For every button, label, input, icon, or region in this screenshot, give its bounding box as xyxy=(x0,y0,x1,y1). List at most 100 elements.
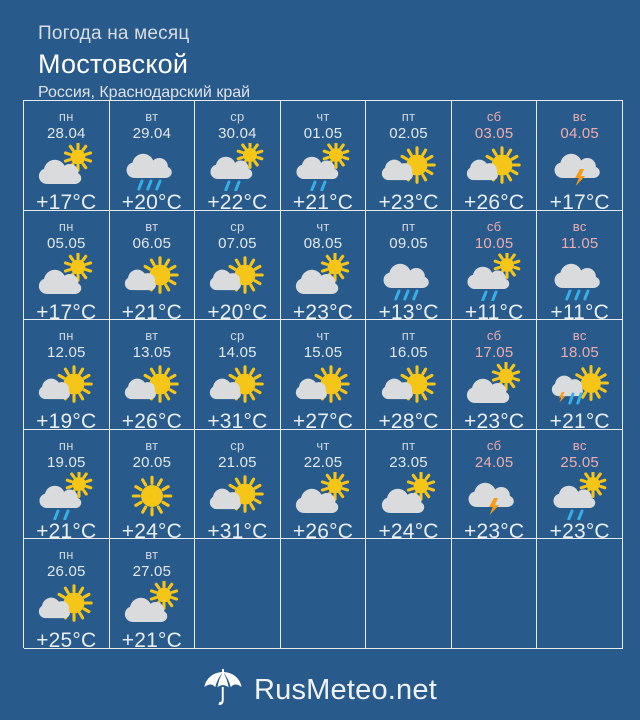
day-temperature: +31°C xyxy=(207,519,268,540)
day-temperature: +23°C xyxy=(292,300,354,321)
day-date-label: 13.05 xyxy=(132,344,172,362)
day-cell[interactable]: вт 27.05 +21°C xyxy=(109,539,196,649)
brand-name: RusMeteo.net xyxy=(254,673,437,706)
day-cell[interactable]: ср 30.04 +22°C xyxy=(195,101,281,211)
day-date-label: 01.05 xyxy=(303,125,343,142)
sun-cloud-icon xyxy=(110,362,195,410)
day-cell[interactable]: вс 11.05 +11°C xyxy=(537,210,623,321)
cloud-sun-icon xyxy=(24,143,109,191)
sun-cloud-icon xyxy=(366,143,451,191)
cloud-sun-rain-icon xyxy=(537,471,622,520)
day-cell[interactable]: пт 16.05 +28°C xyxy=(366,320,452,430)
day-of-week-label: чт xyxy=(316,218,330,234)
day-of-week-label: вт xyxy=(145,328,159,344)
sun-cloud-icon xyxy=(110,253,195,301)
day-temperature: +17°C xyxy=(36,300,97,321)
day-date-label: 12.05 xyxy=(47,344,86,362)
day-cell[interactable]: сб 24.05 +23°C xyxy=(451,429,538,540)
day-temperature: +21°C xyxy=(121,629,182,649)
day-temperature: +20°C xyxy=(121,191,182,211)
day-cell[interactable]: чт 08.05 +23°C xyxy=(280,210,367,321)
day-cell[interactable]: пт 09.05 +13°C xyxy=(366,210,452,321)
day-cell[interactable]: пт 02.05 +23°C xyxy=(366,101,452,211)
day-date-label: 15.05 xyxy=(303,344,343,362)
day-cell[interactable]: пн 12.05 +19°C xyxy=(24,320,110,430)
day-date-label: 30.04 xyxy=(218,125,257,142)
day-temperature: +23°C xyxy=(378,191,439,211)
day-cell[interactable]: пн 05.05 +17°C xyxy=(24,210,110,321)
page-subtitle: Погода на месяц xyxy=(38,23,190,44)
cloud-sun-icon xyxy=(281,252,366,301)
day-of-week-label: ср xyxy=(230,437,245,453)
day-temperature: +26°C xyxy=(292,519,354,540)
day-temperature: +21°C xyxy=(36,519,97,540)
day-date-label: 10.05 xyxy=(474,234,514,252)
day-cell-empty xyxy=(195,539,281,649)
day-cell[interactable]: вт 13.05 +26°C xyxy=(109,320,196,430)
day-of-week-label: сб xyxy=(486,218,502,234)
day-cell[interactable]: ср 14.05 +31°C xyxy=(195,320,281,430)
day-of-week-label: сб xyxy=(486,437,502,453)
day-cell[interactable]: вт 20.05 +24°C xyxy=(109,429,196,540)
day-temperature: +21°C xyxy=(549,410,610,430)
day-cell[interactable]: сб 17.05 +23°C xyxy=(451,320,538,430)
day-cell[interactable]: пн 26.05 +25°C xyxy=(24,539,110,649)
day-cell-empty xyxy=(537,539,623,649)
month-calendar-grid: пн 28.04 +17°C вт 29.04 +20°C ср 30.04 +22°C ч… xyxy=(23,100,623,649)
cloud-sun-rain-icon xyxy=(281,143,366,191)
day-cell[interactable]: вт 06.05 +21°C xyxy=(109,210,196,321)
day-date-label: 22.05 xyxy=(303,453,343,471)
day-cell[interactable]: сб 03.05 +26°C xyxy=(451,101,538,211)
day-of-week-label: вт xyxy=(145,218,159,234)
day-temperature: +26°C xyxy=(464,191,525,211)
cloud-sun-rain-icon xyxy=(452,252,537,301)
day-cell[interactable]: пт 23.05 +24°C xyxy=(366,429,452,540)
day-cell[interactable]: чт 15.05 +27°C xyxy=(280,320,367,430)
sun-cloud-icon xyxy=(24,362,109,410)
day-of-week-label: вс xyxy=(572,328,587,344)
day-temperature: +13°C xyxy=(378,300,439,321)
day-date-label: 26.05 xyxy=(47,563,86,581)
day-temperature: +11°C xyxy=(550,300,610,321)
day-of-week-label: ср xyxy=(230,218,245,234)
day-of-week-label: сб xyxy=(486,109,502,124)
day-temperature: +24°C xyxy=(121,519,182,540)
sun-cloud-icon xyxy=(452,143,537,191)
day-temperature: +31°C xyxy=(207,410,268,430)
day-cell[interactable]: чт 22.05 +26°C xyxy=(280,429,367,540)
umbrella-icon: J xyxy=(203,667,243,714)
day-cell[interactable]: ср 21.05 +31°C xyxy=(195,429,281,540)
day-temperature: +21°C xyxy=(121,300,182,321)
day-cell[interactable]: вт 29.04 +20°C xyxy=(109,101,196,211)
day-temperature: +19°C xyxy=(36,410,97,430)
day-of-week-label: чт xyxy=(316,109,330,124)
cloud-sun-icon xyxy=(24,252,109,301)
day-cell[interactable]: пн 28.04 +17°C xyxy=(24,101,110,211)
day-date-label: 02.05 xyxy=(389,125,428,142)
day-temperature: +26°C xyxy=(121,410,182,430)
sun-cloud-icon xyxy=(366,362,451,410)
day-cell[interactable]: сб 10.05 +11°C xyxy=(451,210,538,321)
day-date-label: 25.05 xyxy=(560,453,599,471)
day-date-label: 24.05 xyxy=(474,453,514,471)
day-temperature: +17°C xyxy=(549,191,610,211)
footer-brand: J RusMeteo.net xyxy=(0,660,640,720)
day-cell[interactable]: ср 07.05 +20°C xyxy=(195,210,281,321)
day-cell[interactable]: чт 01.05 +21°C xyxy=(280,101,367,211)
day-cell[interactable]: вс 25.05 +23°C xyxy=(537,429,623,540)
day-of-week-label: вт xyxy=(145,547,159,563)
sun-cloud-icon xyxy=(195,253,280,301)
day-cell[interactable]: пн 19.05 +21°C xyxy=(24,429,110,540)
sun-cloud-icon xyxy=(24,581,109,629)
day-cell[interactable]: вс 18.05 +21°C xyxy=(537,320,623,430)
day-cell[interactable]: вс 04.05 +17°C xyxy=(537,101,623,211)
day-of-week-label: вт xyxy=(145,437,159,453)
day-temperature: +11°C xyxy=(464,300,524,321)
day-of-week-label: пт xyxy=(401,328,416,344)
day-of-week-label: чт xyxy=(316,328,330,344)
day-temperature: +20°C xyxy=(207,300,268,321)
cloud-sun-rain-icon xyxy=(24,471,109,520)
day-of-week-label: чт xyxy=(316,437,330,453)
day-of-week-label: вс xyxy=(572,109,587,124)
cloud-rain-icon xyxy=(537,253,622,301)
